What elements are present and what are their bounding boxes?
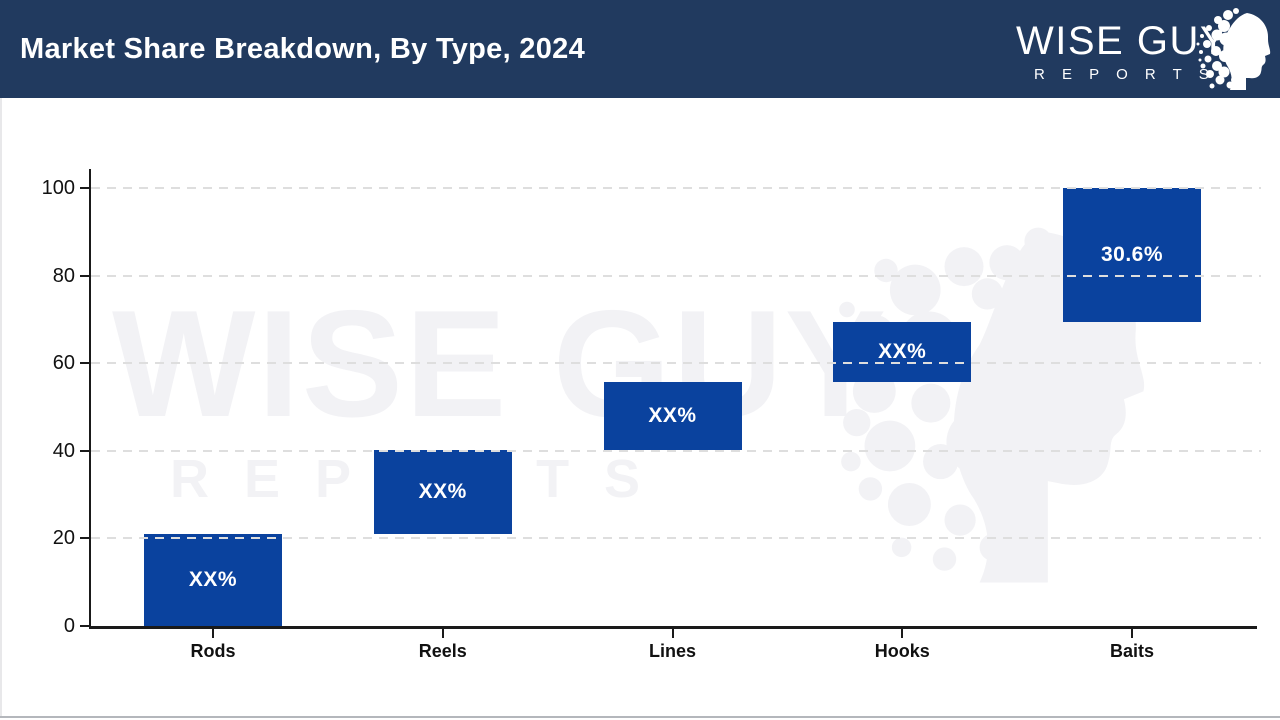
logo-face-icon <box>1196 8 1271 90</box>
plot-area: 0 20 40 60 80 100 XX% Rods XX% Reels XX% Lines XX% Ho… <box>42 169 1261 661</box>
x-axis-category-label: Rods <box>190 641 236 661</box>
left-edge-border <box>0 98 2 718</box>
x-tick-mark <box>901 629 904 638</box>
logo-wordmark: WISE GUY <box>1016 19 1228 63</box>
gridline <box>91 537 1261 540</box>
bar-rods: XX% <box>144 534 282 626</box>
x-axis-category-label: Lines <box>648 641 696 661</box>
x-tick-mark <box>212 629 214 638</box>
y-axis-tick-label: 40 <box>52 439 75 462</box>
gridline <box>91 362 1261 365</box>
bar-reels: XX% <box>373 449 512 535</box>
y-axis-tick-label: 80 <box>52 264 75 287</box>
y-tick-mark <box>80 449 89 452</box>
gridline <box>91 187 1261 189</box>
wise-guy-logo: WISE GUY R E P O R T S <box>1016 8 1271 90</box>
bar-value-label: XX% <box>648 403 697 427</box>
x-tick-mark <box>441 629 444 638</box>
gridline <box>91 449 1261 452</box>
y-axis-tick-label: 20 <box>52 527 75 550</box>
header-bar: Market Share Breakdown, By Type, 2024 WI… <box>0 0 1280 98</box>
y-tick-mark <box>80 537 89 540</box>
x-tick-mark <box>1131 629 1133 638</box>
gridline <box>91 274 1261 277</box>
x-axis-category-label: Reels <box>418 641 467 661</box>
y-tick-mark <box>80 362 89 365</box>
bar-value-label: XX% <box>878 339 927 363</box>
bar-lines: XX% <box>603 381 742 450</box>
page-title: Market Share Breakdown, By Type, 2024 <box>20 32 586 65</box>
y-axis-tick-label: 0 <box>63 615 75 637</box>
bottom-edge-border <box>0 716 1280 718</box>
x-axis-category-label: Baits <box>1109 641 1154 661</box>
bar-baits: 30.6% <box>1063 188 1201 323</box>
bar-hooks: XX% <box>833 321 972 382</box>
x-tick-mark <box>671 629 674 638</box>
y-axis-tick-label: 60 <box>52 352 75 375</box>
logo-reports-text: R E P O R T S <box>1034 66 1215 83</box>
y-tick-mark <box>80 274 89 277</box>
bar-value-label: XX% <box>418 479 467 503</box>
y-tick-mark <box>80 625 89 627</box>
y-tick-mark <box>80 187 89 189</box>
bar-value-label: XX% <box>188 568 238 592</box>
y-axis-tick-label: 100 <box>41 177 75 199</box>
x-axis-category-label: Hooks <box>874 641 930 661</box>
bar-value-label: 30.6% <box>1100 243 1164 267</box>
